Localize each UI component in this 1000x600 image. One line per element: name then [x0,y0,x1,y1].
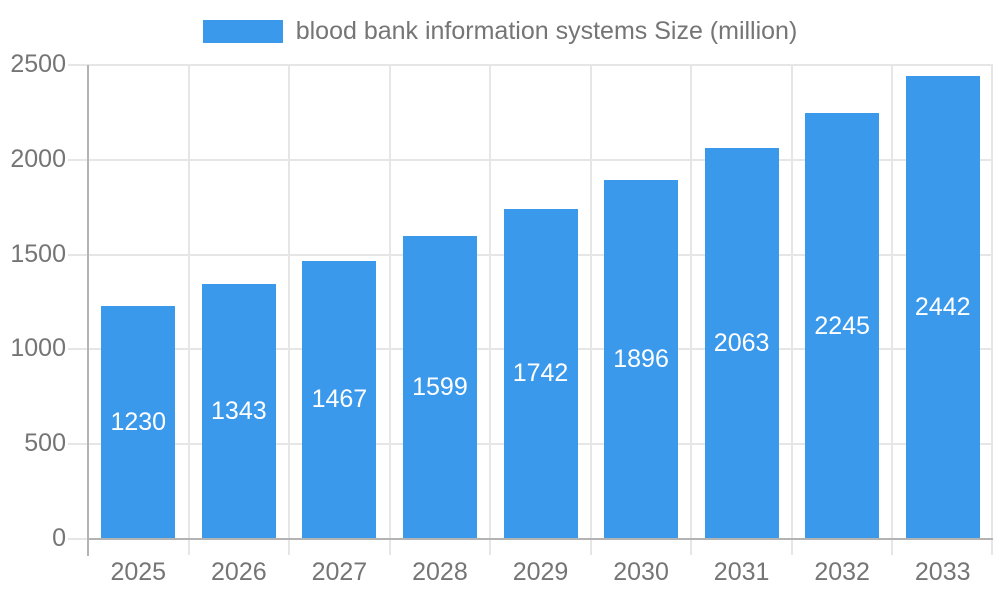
bar-2028[interactable]: 1599 [402,235,477,539]
legend[interactable]: blood bank information systems Size (mil… [0,17,1000,46]
y-axis-line [87,65,89,556]
bar-2027[interactable]: 1467 [302,260,377,539]
bar-value-label: 1896 [613,344,669,373]
gridline-horizontal [68,64,993,66]
bar-2029[interactable]: 1742 [503,208,578,539]
bar-2030[interactable]: 1896 [604,179,679,539]
x-axis-tick [489,539,492,555]
gridline-vertical [388,65,391,539]
x-axis-line [88,538,993,540]
x-axis-tick [991,539,993,555]
gridline-vertical [891,65,894,539]
y-axis-tick-label: 2500 [10,49,66,78]
x-axis-tick-label: 2032 [814,558,870,586]
plot-area: 1230 1343 1467 1599 1742 1896 2063 2245 2442 0 50… [10,50,993,586]
y-axis-tick-label: 500 [24,429,66,458]
bar-2025[interactable]: 1230 [101,305,176,539]
x-axis-tick-label: 2033 [914,558,971,586]
x-axis-tick [187,539,190,555]
x-axis-tick [288,539,291,555]
bar-value-label: 1599 [412,372,468,401]
y-axis-tick-label: 1000 [10,334,66,363]
gridline-vertical [690,65,693,539]
gridline-vertical [489,65,492,539]
x-axis-tick-label: 2025 [110,558,167,586]
x-axis-tick-label: 2026 [211,558,267,586]
y-axis-tick-label: 1500 [10,239,66,268]
gridline-vertical [187,65,190,539]
bar-2032[interactable]: 2245 [805,113,880,539]
x-axis-tick-label: 2028 [412,558,468,586]
gridline-vertical [288,65,291,539]
y-axis-tick-label: 2000 [10,144,66,173]
x-axis-tick-label: 2029 [512,558,569,586]
bar-value-label: 1343 [211,397,267,426]
x-axis-tick [891,539,894,555]
y-axis-tick-label: 0 [52,523,66,552]
gridline-vertical [589,65,592,539]
x-axis-tick [790,539,793,555]
bar-value-label: 1467 [311,385,368,414]
bar-value-label: 2063 [713,328,770,357]
bar-2026[interactable]: 1343 [201,284,276,539]
bar-value-label: 2442 [914,293,971,321]
x-axis-tick-label: 2031 [713,558,770,586]
legend-swatch [202,20,283,43]
x-axis-tick [589,539,592,555]
bar-value-label: 2245 [814,311,870,340]
bar-value-label: 1742 [512,359,569,388]
bar-2031[interactable]: 2063 [704,147,779,539]
bar-value-label: 1230 [110,407,167,436]
gridline-vertical [790,65,793,539]
x-axis-tick-label: 2030 [613,558,669,586]
gridline-horizontal [68,158,993,161]
x-axis-tick [690,539,693,555]
x-axis-tick [388,539,391,555]
bar-2033[interactable]: 2442 [905,76,980,539]
x-axis-tick-label: 2027 [311,558,368,586]
gridline-vertical [991,65,993,539]
legend-label: blood bank information systems Size (mil… [295,17,798,45]
